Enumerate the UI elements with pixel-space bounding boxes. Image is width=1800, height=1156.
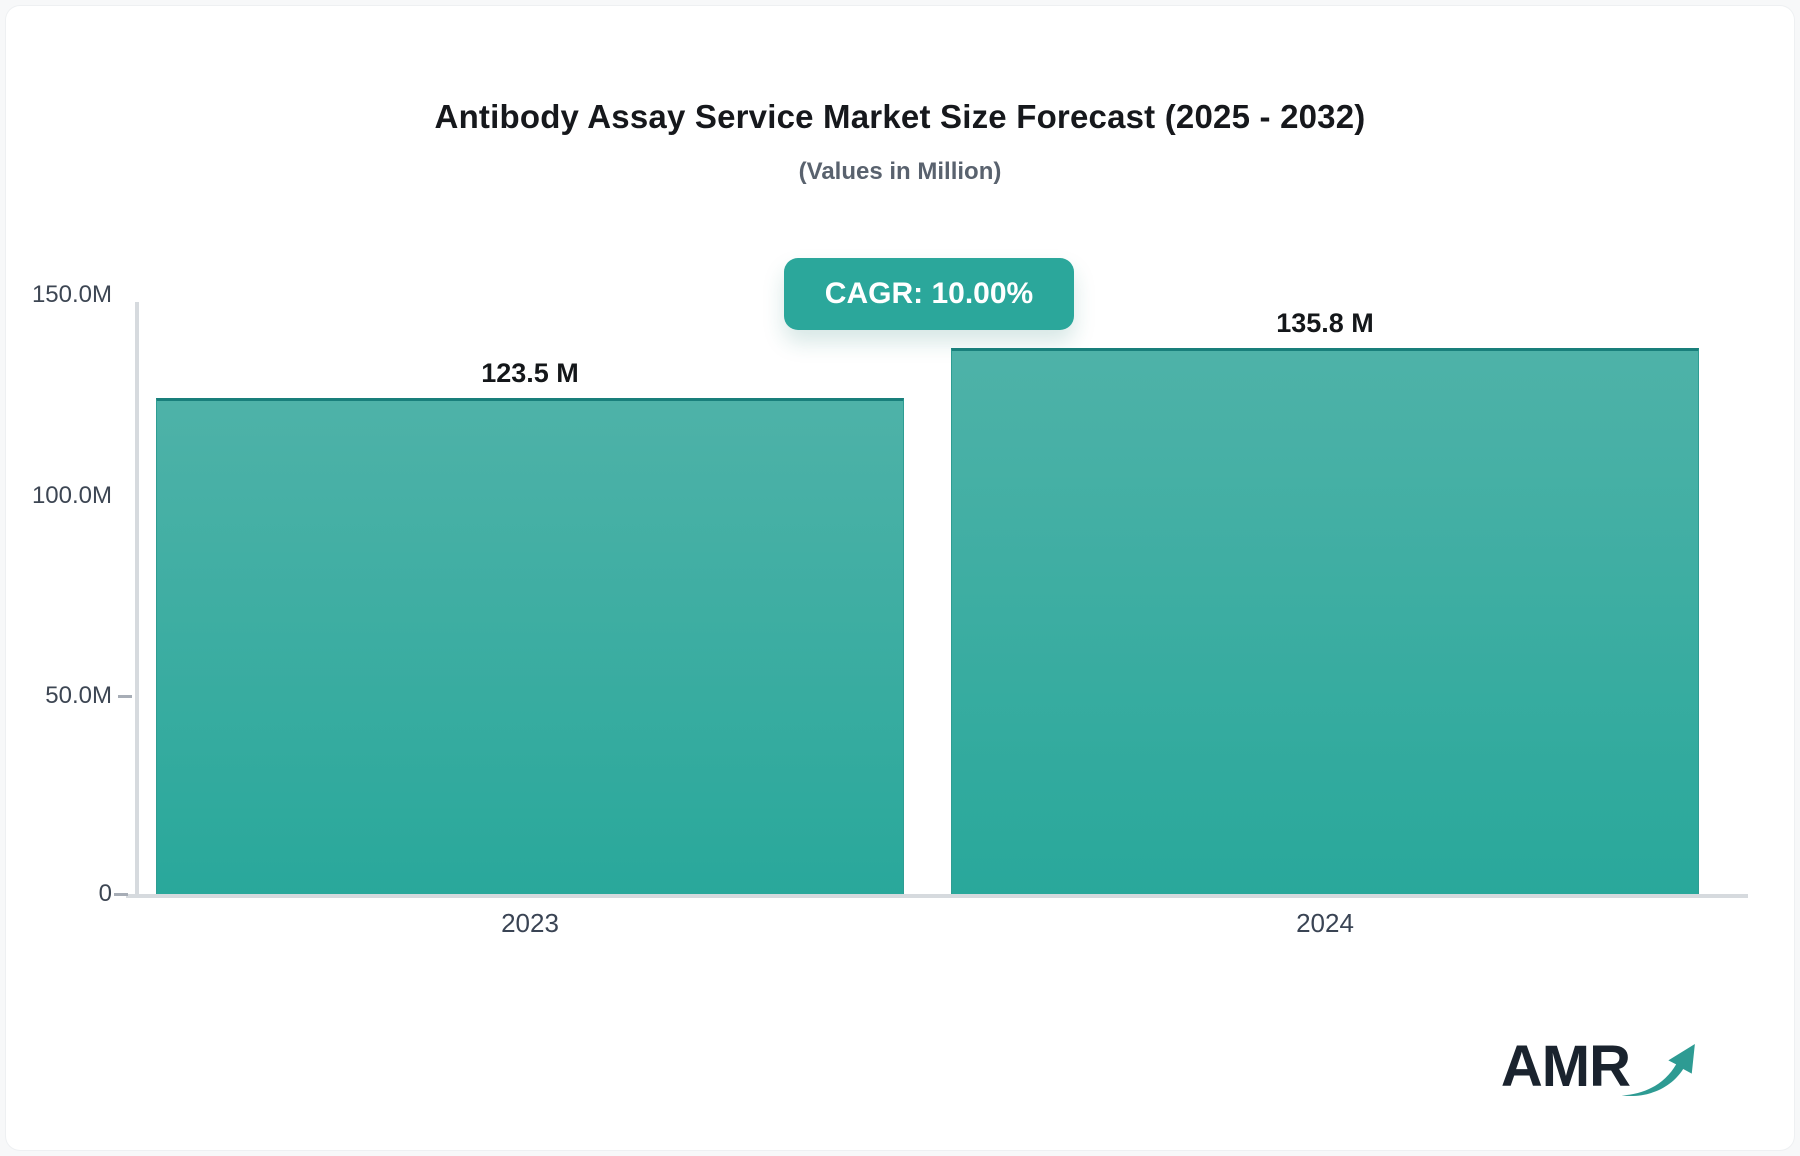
bar-value-label-2024: 135.8 M: [1276, 308, 1374, 338]
chart-subtitle: (Values in Million): [798, 158, 1002, 185]
x-tick-label-2023: 2023: [501, 908, 559, 938]
y-axis-line: [135, 302, 139, 894]
bar-2023: [156, 398, 904, 894]
x-axis-line: [126, 894, 1748, 898]
x-tick-label-2024: 2024: [1296, 908, 1354, 938]
y-tick-label-100: 100.0M: [31, 482, 112, 509]
y-tick-label-0: 0: [98, 880, 112, 907]
amr-logo-text: AMR: [1500, 1033, 1631, 1099]
chart-title: Antibody Assay Service Market Size Forec…: [434, 98, 1366, 135]
amr-logo: AMR: [1501, 1030, 1698, 1102]
bar-2024: [951, 348, 1699, 894]
y-tick-label-150: 150.0M: [31, 281, 112, 308]
bar-value-label-2023: 123.5 M: [481, 358, 579, 388]
y-tick-mark-0: [114, 893, 128, 896]
y-tick-label-50: 50.0M: [45, 682, 112, 709]
cagr-badge: CAGR: 10.00%: [784, 258, 1074, 330]
y-tick-mark-50: [118, 695, 132, 698]
chart-card: Antibody Assay Service Market Size Forec…: [6, 6, 1794, 1150]
trend-arrow-icon: [1621, 1044, 1695, 1097]
